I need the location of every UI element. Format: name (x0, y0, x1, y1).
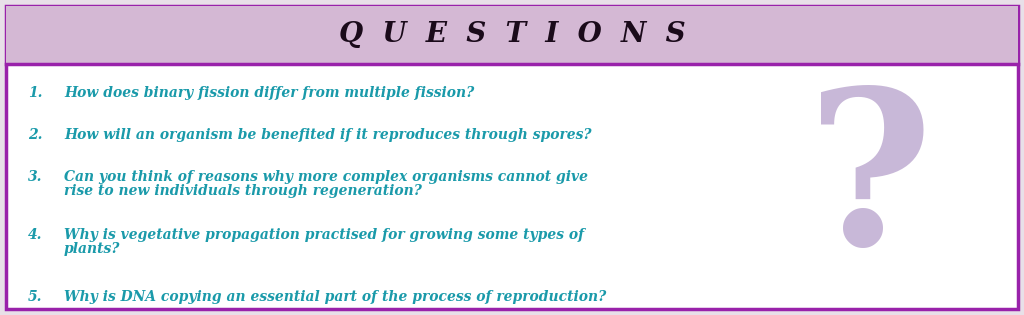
Text: rise to new individuals through regeneration?: rise to new individuals through regenera… (63, 184, 422, 198)
Bar (6, 6, 1018, 64)
Text: plants?: plants? (63, 242, 121, 256)
Text: Q  U  E  S  T  I  O  N  S: Q U E S T I O N S (339, 21, 685, 49)
Text: 2.: 2. (28, 128, 43, 142)
Text: Why is vegetative propagation practised for growing some types of: Why is vegetative propagation practised … (63, 228, 584, 242)
Text: ?: ? (807, 81, 933, 289)
Text: 3.: 3. (28, 170, 43, 184)
Text: How will an organism be benefited if it reproduces through spores?: How will an organism be benefited if it … (63, 128, 592, 142)
Text: Why is DNA copying an essential part of the process of reproduction?: Why is DNA copying an essential part of … (63, 290, 606, 304)
Text: Can you think of reasons why more complex organisms cannot give: Can you think of reasons why more comple… (63, 170, 588, 184)
Text: 1.: 1. (28, 86, 43, 100)
Text: 4.: 4. (28, 228, 43, 242)
Text: How does binary fission differ from multiple fission?: How does binary fission differ from mult… (63, 86, 474, 100)
Text: 5.: 5. (28, 290, 43, 304)
